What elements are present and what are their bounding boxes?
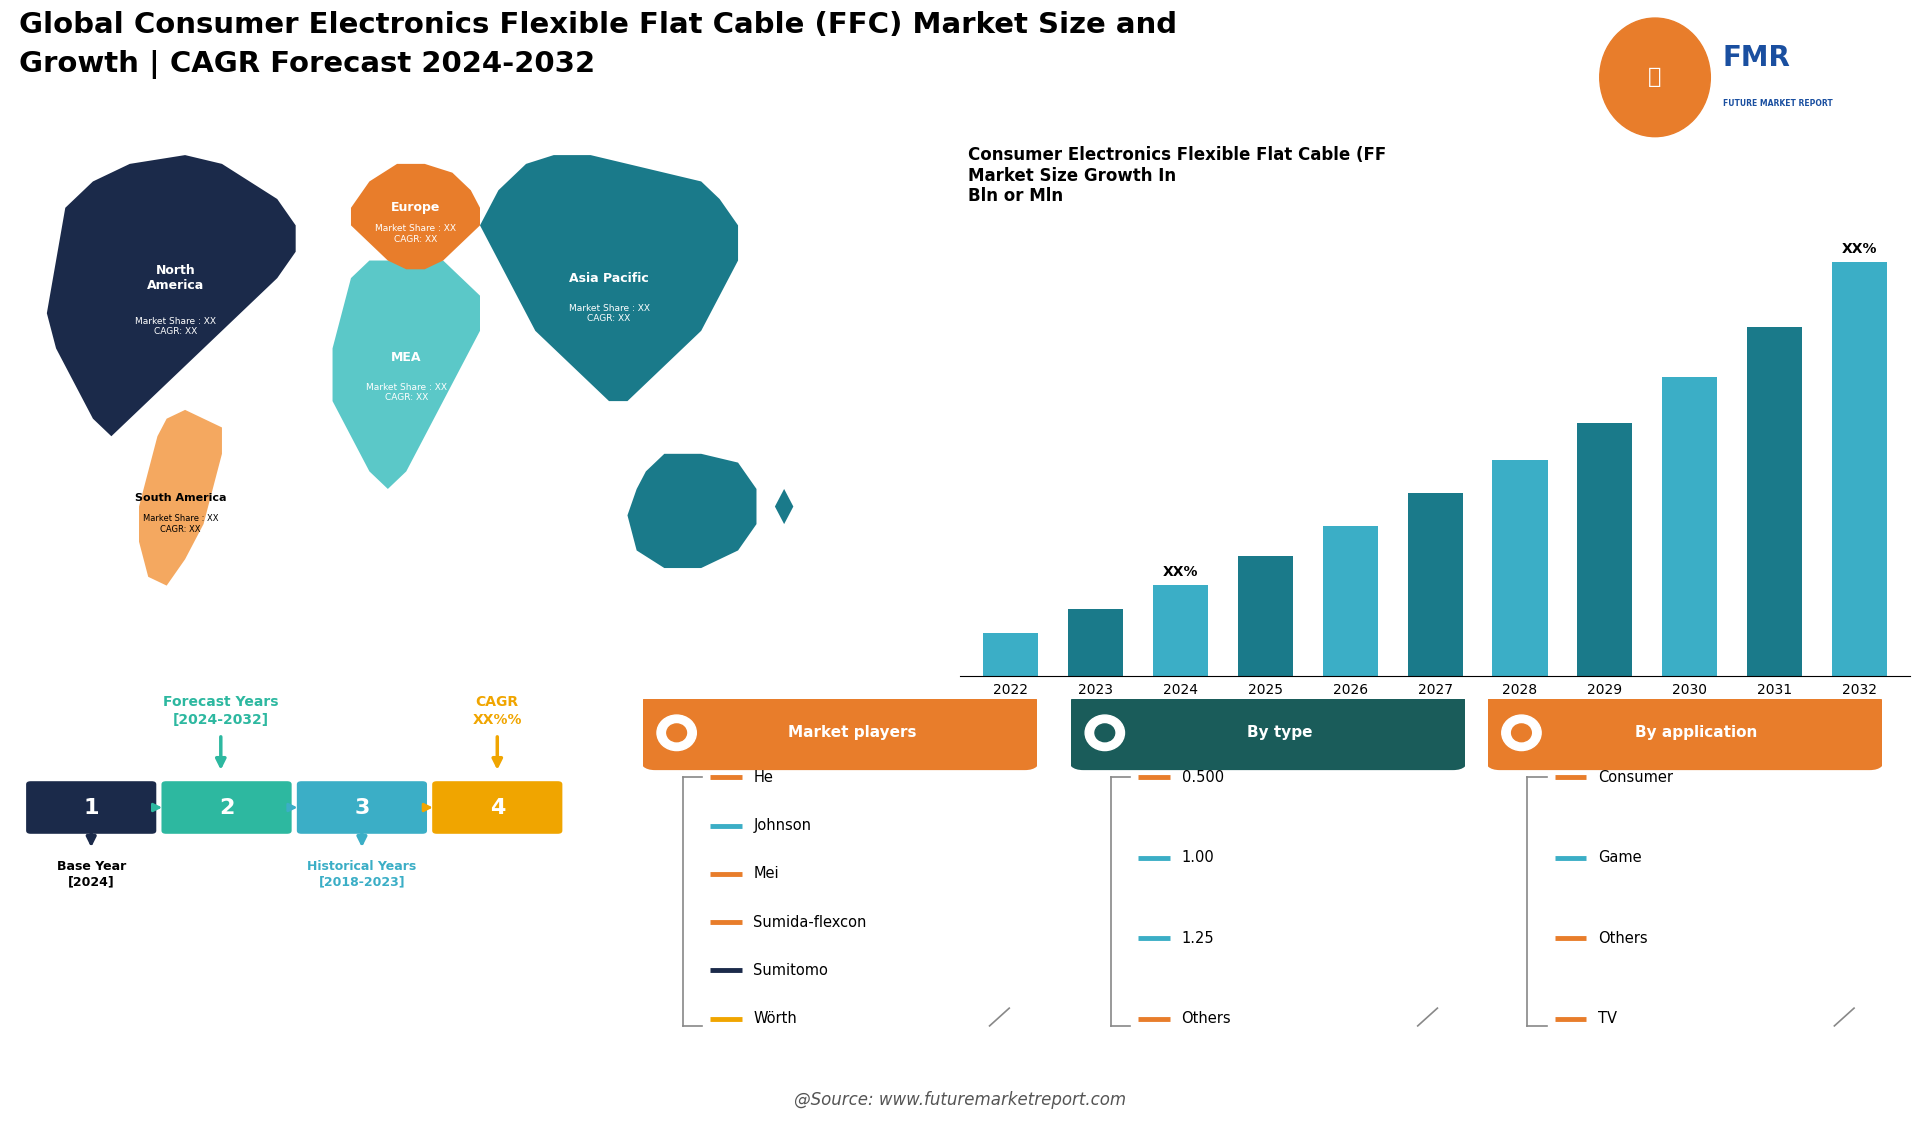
Text: TV: TV bbox=[1597, 1011, 1617, 1027]
Text: 2: 2 bbox=[219, 798, 234, 817]
Bar bbox=[983, 633, 1039, 676]
Circle shape bbox=[1511, 724, 1532, 741]
Text: 1: 1 bbox=[83, 798, 100, 817]
Text: Forecast Years
[2024-2032]: Forecast Years [2024-2032] bbox=[163, 696, 278, 727]
Bar bbox=[1068, 609, 1123, 676]
Text: Historical Years
[2018-2023]: Historical Years [2018-2023] bbox=[307, 860, 417, 888]
Text: Market Share : XX
CAGR: XX: Market Share : XX CAGR: XX bbox=[568, 304, 649, 323]
Text: 1.00: 1.00 bbox=[1181, 850, 1213, 865]
FancyBboxPatch shape bbox=[432, 782, 563, 834]
Bar bbox=[1663, 377, 1716, 676]
Text: Market Share : XX
CAGR: XX: Market Share : XX CAGR: XX bbox=[374, 225, 455, 244]
FancyBboxPatch shape bbox=[161, 782, 292, 834]
Text: MEA: MEA bbox=[392, 351, 422, 363]
Polygon shape bbox=[628, 454, 756, 568]
Text: Mei: Mei bbox=[753, 866, 780, 881]
Polygon shape bbox=[776, 489, 793, 524]
Text: XX%: XX% bbox=[1841, 242, 1878, 256]
Circle shape bbox=[1085, 715, 1125, 751]
Text: Others: Others bbox=[1597, 931, 1647, 945]
Text: South America: South America bbox=[134, 493, 227, 503]
Bar bbox=[1492, 461, 1548, 676]
Bar bbox=[1238, 556, 1292, 676]
Circle shape bbox=[657, 715, 697, 751]
FancyBboxPatch shape bbox=[298, 782, 426, 834]
Text: Global Consumer Electronics Flexible Flat Cable (FFC) Market Size and
Growth | C: Global Consumer Electronics Flexible Fla… bbox=[19, 11, 1177, 79]
Bar bbox=[1323, 526, 1379, 676]
Text: FUTURE MARKET REPORT: FUTURE MARKET REPORT bbox=[1722, 100, 1832, 108]
Circle shape bbox=[1501, 715, 1542, 751]
Text: Johnson: Johnson bbox=[753, 818, 812, 833]
Text: Base Year
[2024]: Base Year [2024] bbox=[56, 860, 127, 888]
Bar bbox=[1832, 261, 1887, 676]
Circle shape bbox=[666, 724, 687, 741]
Text: Sumitomo: Sumitomo bbox=[753, 963, 828, 978]
Text: By application: By application bbox=[1636, 725, 1759, 740]
Text: @Source: www.futuremarketreport.com: @Source: www.futuremarketreport.com bbox=[795, 1091, 1125, 1109]
Text: Wörth: Wörth bbox=[753, 1011, 797, 1027]
FancyBboxPatch shape bbox=[27, 782, 156, 834]
Bar bbox=[1154, 584, 1208, 676]
FancyBboxPatch shape bbox=[1068, 696, 1469, 770]
Text: He: He bbox=[753, 770, 774, 785]
Text: Market players: Market players bbox=[787, 725, 916, 740]
Text: North
America: North America bbox=[148, 264, 205, 292]
Polygon shape bbox=[480, 155, 737, 401]
Bar bbox=[1578, 423, 1632, 676]
Text: Game: Game bbox=[1597, 850, 1642, 865]
Text: 4: 4 bbox=[490, 798, 505, 817]
Text: By type: By type bbox=[1248, 725, 1313, 740]
FancyBboxPatch shape bbox=[1484, 696, 1885, 770]
Text: Asia Pacific: Asia Pacific bbox=[568, 272, 649, 284]
Text: Sumida-flexcon: Sumida-flexcon bbox=[753, 915, 866, 929]
Text: Europe: Europe bbox=[392, 202, 440, 214]
Polygon shape bbox=[332, 260, 480, 489]
Polygon shape bbox=[351, 164, 480, 269]
Polygon shape bbox=[138, 410, 223, 586]
Text: 0.500: 0.500 bbox=[1181, 770, 1223, 785]
Text: XX%: XX% bbox=[1164, 565, 1198, 579]
Text: CAGR
XX%%: CAGR XX%% bbox=[472, 696, 522, 727]
FancyBboxPatch shape bbox=[639, 696, 1041, 770]
Text: 3: 3 bbox=[353, 798, 371, 817]
Bar bbox=[1747, 328, 1803, 676]
Text: Market Share : XX
CAGR: XX: Market Share : XX CAGR: XX bbox=[142, 515, 219, 534]
Polygon shape bbox=[46, 155, 296, 437]
Text: Consumer Electronics Flexible Flat Cable (FF
Market Size Growth In
Bln or Mln: Consumer Electronics Flexible Flat Cable… bbox=[968, 146, 1386, 205]
Bar bbox=[1407, 493, 1463, 676]
Text: Others: Others bbox=[1181, 1011, 1231, 1027]
Text: 1.25: 1.25 bbox=[1181, 931, 1213, 945]
Text: 👤: 👤 bbox=[1649, 68, 1661, 87]
Text: Market Share : XX
CAGR: XX: Market Share : XX CAGR: XX bbox=[136, 316, 217, 336]
Text: Consumer: Consumer bbox=[1597, 770, 1672, 785]
Text: Market Share : XX
CAGR: XX: Market Share : XX CAGR: XX bbox=[367, 383, 447, 402]
Circle shape bbox=[1599, 18, 1711, 136]
Text: FMR: FMR bbox=[1722, 44, 1791, 71]
Circle shape bbox=[1094, 724, 1116, 741]
